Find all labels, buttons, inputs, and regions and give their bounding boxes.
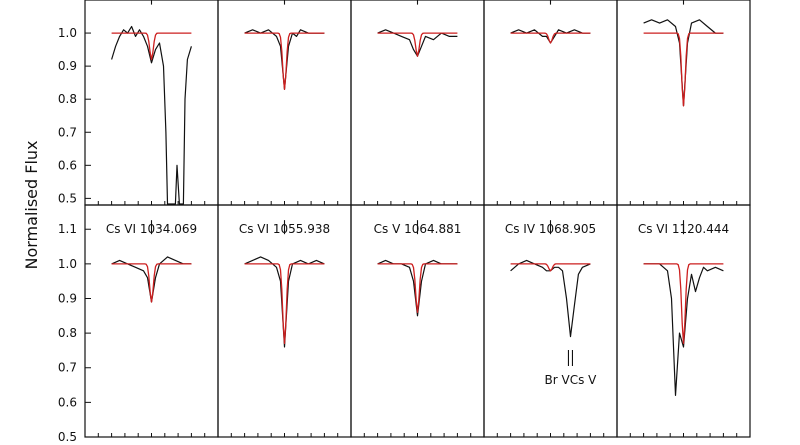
bottom-row-panel-frame [616,204,751,438]
bottom-row-observed-spectrum [244,256,325,348]
top-row-ytick-label: 0.6 [58,158,77,172]
top-row-panel-frame [483,0,618,206]
top-row-model-spectrum [643,32,724,107]
top-row-panel-frame [217,0,352,206]
bottom-row-panel-frame [483,204,618,438]
bottom-row-ytick-label: 0.7 [58,361,77,375]
bottom-row-ytick-label: 0.6 [58,395,77,409]
bottom-row-model-spectrum [510,263,591,272]
top-row-observed-spectrum [244,29,325,90]
bottom-row-model-spectrum [111,263,192,303]
top-row-observed-spectrum [377,29,458,57]
top-row-panel-frame [84,0,219,206]
bottom-row-ytick-label: 1.1 [58,222,77,236]
annotation-label: Br VCs V [545,373,598,387]
bottom-row-panel-frame [350,204,485,438]
top-row-observed-spectrum [111,25,192,205]
bottom-row-ytick-label: 0.8 [58,326,77,340]
bottom-row-ytick-label: 0.5 [58,430,77,444]
top-row-ytick-label: 0.9 [58,59,77,73]
bottom-row-model-spectrum [377,263,458,313]
top-row-model-spectrum [111,32,192,61]
top-row-ytick-label: 0.8 [58,92,77,106]
bottom-row-panel-frame [217,204,352,438]
bottom-row-ytick-label: 0.9 [58,291,77,305]
y-axis-label: Normalised Flux [22,140,41,269]
bottom-row-observed-spectrum [643,263,724,396]
top-row-ytick-label: 0.5 [58,191,77,205]
top-row-model-spectrum [510,32,591,44]
bottom-row-ytick-label: 1.0 [58,257,77,271]
plot-area: 0.50.60.70.80.91.00.50.60.70.80.91.01.1 C… [58,0,751,444]
top-row-observed-spectrum [510,29,591,44]
bottom-row-observed-spectrum [510,259,591,338]
top-row-panel-frame [350,0,485,206]
top-row-ytick-label: 0.7 [58,125,77,139]
top-row-ytick-label: 1.0 [58,26,77,40]
bottom-row-model-spectrum [643,263,724,345]
bottom-row-model-spectrum [244,263,325,345]
top-row-model-spectrum [244,32,325,90]
bottom-row-panel-frame [84,204,219,438]
top-row-model-spectrum [377,32,458,57]
